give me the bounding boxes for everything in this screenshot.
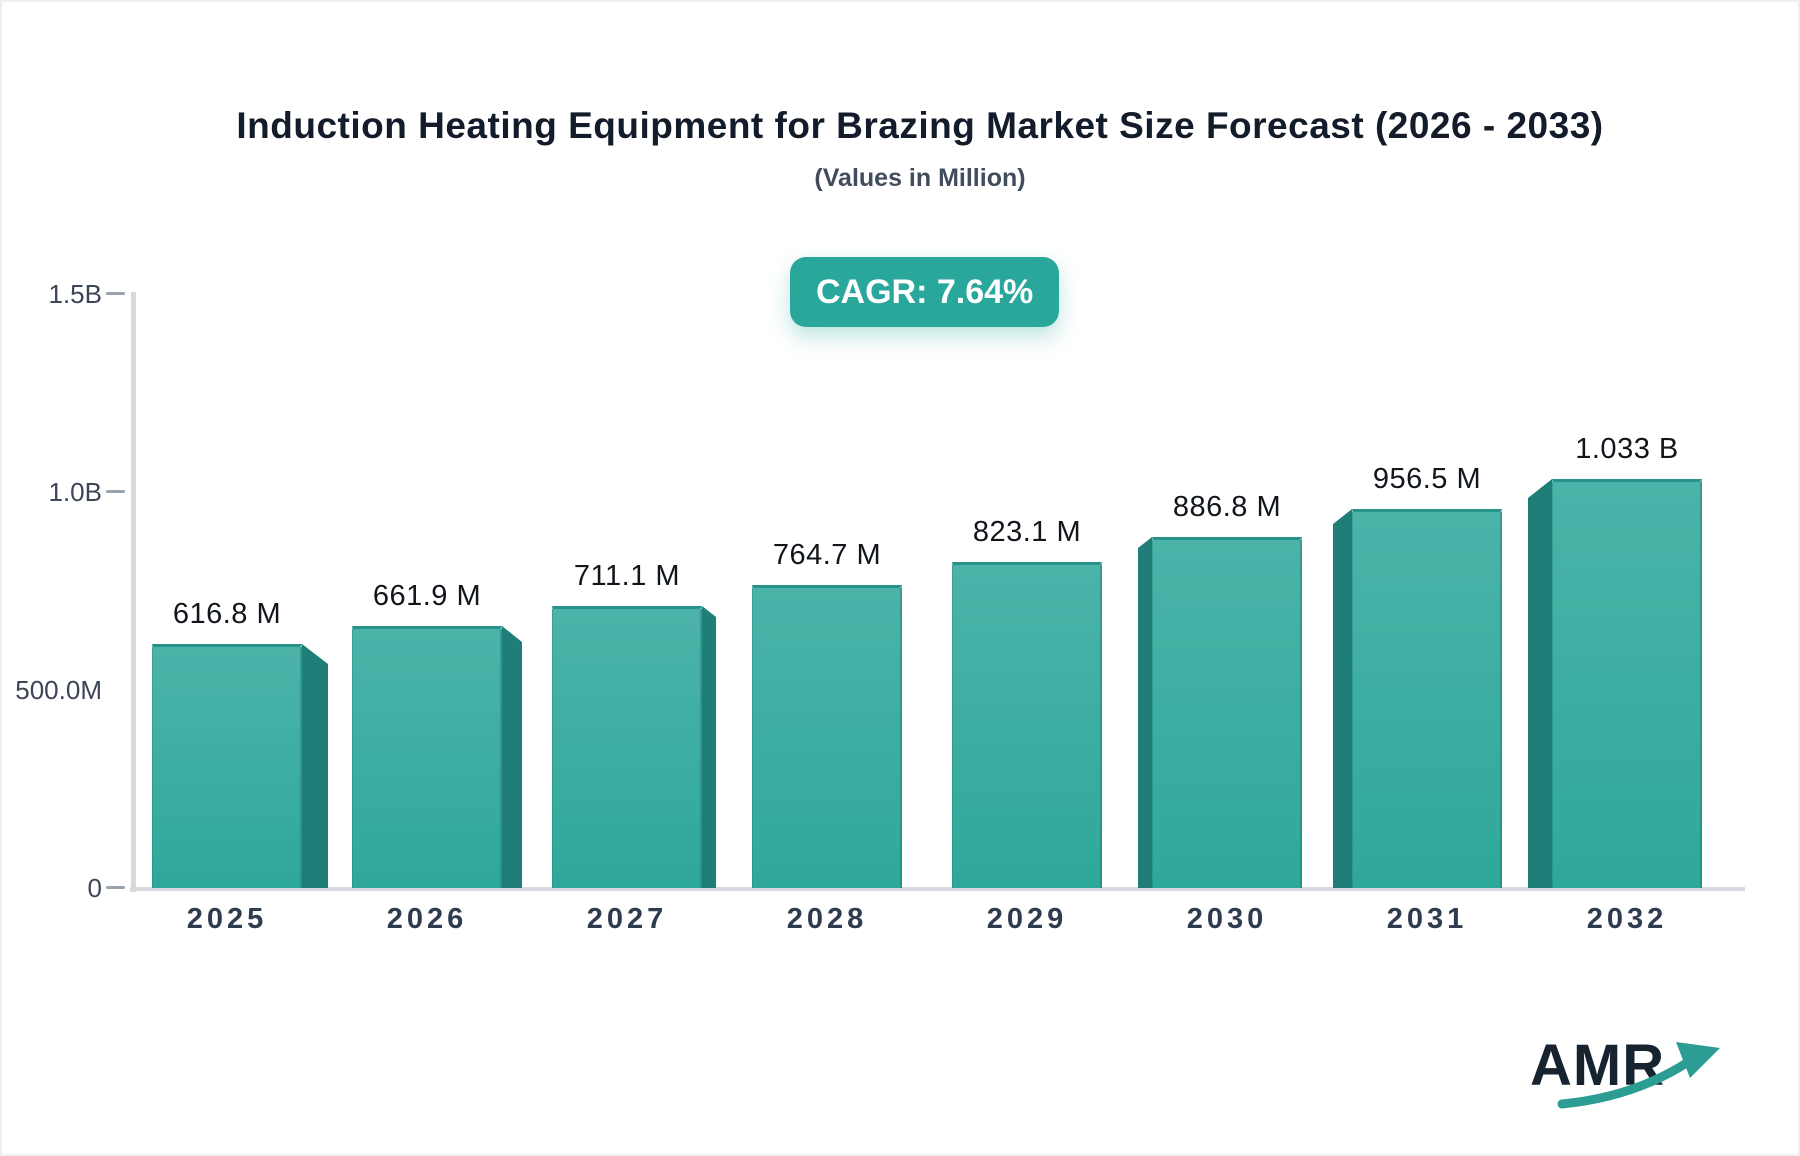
x-axis-label: 2028 (786, 903, 868, 935)
y-axis-label: 0 (87, 873, 102, 903)
y-axis-line (131, 292, 136, 892)
bar (152, 644, 302, 888)
y-axis-tick (106, 292, 125, 295)
bar (352, 626, 502, 888)
x-axis-label: 2026 (386, 903, 468, 935)
bar-value-label: 886.8 M (1172, 491, 1282, 523)
bar-value-label: 956.5 M (1372, 463, 1482, 495)
bar-value-label: 1.033 B (1575, 433, 1679, 465)
bar-side-face (1528, 479, 1552, 888)
amr-logo: AMR (1530, 1030, 1740, 1120)
bar-value-label: 711.1 M (573, 560, 681, 592)
cagr-badge: CAGR: 7.64% (790, 257, 1060, 327)
y-axis-tick (106, 490, 125, 493)
bar-side-face (502, 626, 522, 888)
y-axis-label: 500.0M (15, 675, 102, 705)
bar-side-face (702, 606, 716, 888)
bar-value-label: 616.8 M (172, 598, 282, 630)
x-axis-label: 2032 (1586, 903, 1668, 935)
bar (552, 606, 702, 888)
bar (1552, 479, 1702, 888)
x-axis-label: 2030 (1186, 903, 1268, 935)
chart-subtitle: (Values in Million) (814, 164, 1026, 192)
growth-arrow-icon (1557, 1042, 1720, 1109)
y-axis-label: 1.0B (48, 477, 103, 507)
chart-title: Induction Heating Equipment for Brazing … (236, 105, 1604, 146)
bar-value-label: 823.1 M (972, 516, 1082, 548)
x-axis-label: 2029 (986, 903, 1068, 935)
bar-value-label: 764.7 M (772, 539, 882, 571)
bar (1152, 537, 1302, 888)
x-axis-label: 2031 (1386, 903, 1468, 935)
bar (752, 585, 902, 888)
x-axis-label: 2025 (186, 903, 268, 935)
bar (1352, 509, 1502, 888)
x-axis-label: 2027 (586, 903, 668, 935)
bar-value-label: 661.9 M (372, 580, 482, 612)
bar-side-face (1333, 509, 1352, 888)
bar-side-face (1138, 537, 1152, 888)
x-axis-line (130, 887, 1745, 891)
y-axis-label: 1.5B (48, 279, 103, 309)
bar (952, 562, 1102, 888)
y-axis-tick (106, 886, 125, 889)
bar-side-face (302, 644, 328, 888)
